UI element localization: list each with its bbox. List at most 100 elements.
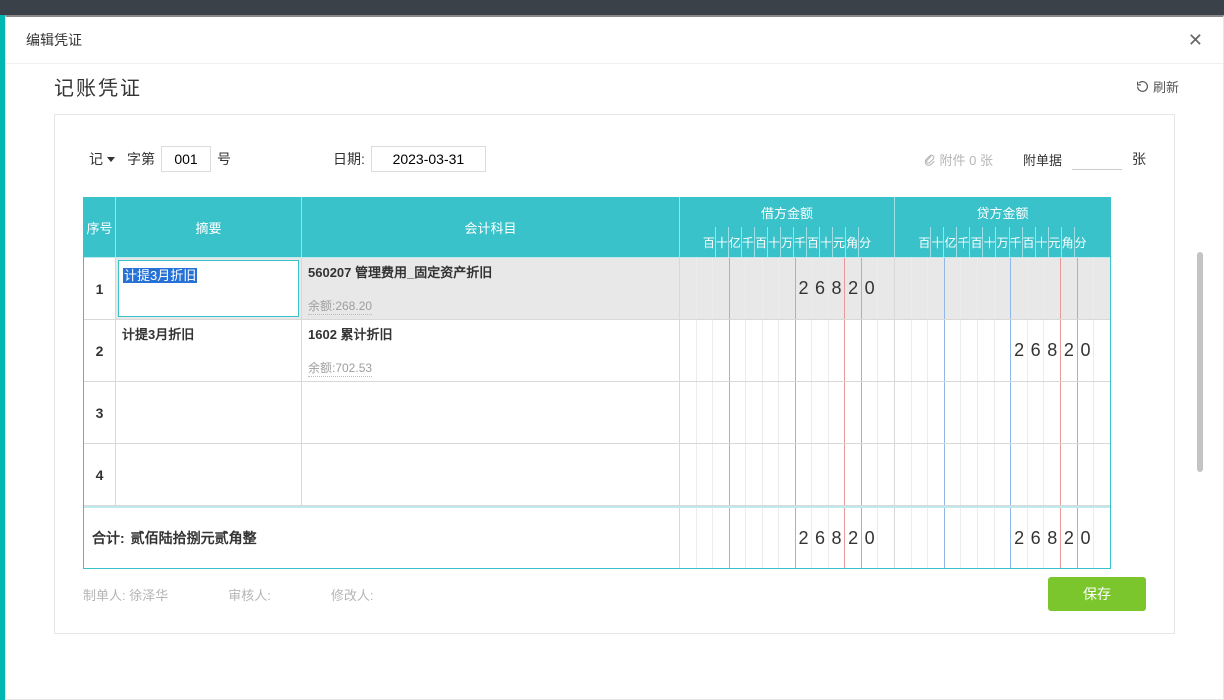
digit-cell: [1077, 382, 1094, 443]
chevron-down-icon: [107, 157, 115, 162]
digit-cell: [696, 320, 713, 381]
digit-cell: [745, 444, 762, 505]
close-icon[interactable]: ✕: [1188, 31, 1203, 49]
digit-cell: [1027, 382, 1044, 443]
digit-header: 十: [982, 227, 995, 257]
cell-credit[interactable]: [895, 444, 1110, 506]
digit-cell: 2: [795, 508, 812, 568]
cell-debit[interactable]: 26820: [680, 258, 895, 320]
cell-summary[interactable]: 计提3月折旧: [116, 258, 302, 320]
digit-cell: [680, 258, 696, 319]
refresh-button[interactable]: 刷新: [1136, 77, 1179, 96]
auditor: 审核人:: [228, 585, 271, 604]
digit-cell: 2: [1010, 508, 1027, 568]
digit-cell: [911, 382, 928, 443]
digit-cell: [960, 508, 977, 568]
cell-credit[interactable]: 26820: [895, 320, 1110, 382]
digit-cell: [944, 382, 961, 443]
modifier: 修改人:: [331, 585, 374, 604]
table-body: 1计提3月折旧560207 管理费用_固定资产折旧余额:268.20268202…: [84, 257, 1110, 506]
cell-subject[interactable]: 1602 累计折旧余额:702.53: [302, 320, 680, 382]
digit-cell: [911, 258, 928, 319]
summary-editor[interactable]: 计提3月折旧: [118, 260, 299, 317]
digit-cell: [811, 382, 828, 443]
scrollbar-thumb[interactable]: [1197, 252, 1203, 472]
digit-cell: [729, 320, 746, 381]
digit-header: 角: [845, 227, 858, 257]
digit-header: 百: [806, 227, 819, 257]
digit-cell: [877, 444, 894, 505]
page-title: 记账凭证: [54, 72, 142, 101]
digit-cell: 0: [861, 258, 878, 319]
cell-summary[interactable]: [116, 444, 302, 506]
bill-label: 附单据: [1023, 150, 1062, 169]
digit-cell: [861, 382, 878, 443]
digit-cell: [1010, 382, 1027, 443]
digit-header: 百: [918, 227, 930, 257]
digit-cell: 0: [1077, 508, 1094, 568]
digit-header: 亿: [728, 227, 741, 257]
digit-cell: 2: [844, 258, 861, 319]
digit-cell: [778, 444, 795, 505]
digit-cell: [911, 444, 928, 505]
scroll-area: 记 字第 号 日期: 附件 0 张 附单据 张: [6, 108, 1223, 699]
save-button[interactable]: 保存: [1048, 577, 1146, 611]
cell-subject[interactable]: [302, 444, 680, 506]
table-row[interactable]: 1计提3月折旧560207 管理费用_固定资产折旧余额:268.2026820: [84, 258, 1110, 320]
digit-cell: [795, 382, 812, 443]
digit-cell: [1077, 444, 1094, 505]
digit-cell: [712, 258, 729, 319]
attachment-link[interactable]: 附件 0 张: [923, 150, 993, 169]
digit-cell: [1093, 444, 1110, 505]
cell-debit[interactable]: [680, 320, 895, 382]
digit-cell: [1077, 258, 1094, 319]
col-subject: 会计科目: [302, 197, 680, 257]
digit-header: 分: [1074, 227, 1087, 257]
voucher-type-dropdown[interactable]: 记: [83, 145, 121, 173]
digit-cell: [927, 258, 944, 319]
cell-credit[interactable]: [895, 382, 1110, 444]
table-row[interactable]: 2计提3月折旧1602 累计折旧余额:702.5326820: [84, 320, 1110, 382]
col-debit: 借方金额 百十亿千百十万千百十元角分: [680, 197, 895, 257]
digit-cell: [994, 258, 1011, 319]
digit-cell: [1027, 258, 1044, 319]
cell-summary[interactable]: [116, 382, 302, 444]
digit-cell: [828, 320, 845, 381]
digit-cell: [680, 508, 696, 568]
date-input[interactable]: [371, 146, 486, 172]
cell-subject[interactable]: [302, 382, 680, 444]
digit-cell: [680, 320, 696, 381]
digit-header: 千: [793, 227, 806, 257]
digit-cell: 0: [861, 508, 878, 568]
voucher-meta: 记 字第 号 日期: 附件 0 张 附单据 张: [83, 143, 1146, 175]
digit-cell: 8: [1043, 508, 1060, 568]
digit-cell: [944, 508, 961, 568]
cell-debit[interactable]: [680, 382, 895, 444]
page-header: 记账凭证 刷新: [6, 64, 1223, 108]
voucher-number-input[interactable]: [161, 146, 211, 172]
cell-summary[interactable]: 计提3月折旧: [116, 320, 302, 382]
zidi-label: 字第: [127, 149, 155, 169]
digit-cell: [696, 508, 713, 568]
cell-debit[interactable]: [680, 444, 895, 506]
digit-cell: 0: [1077, 320, 1094, 381]
digit-cell: [1043, 444, 1060, 505]
table-row[interactable]: 4: [84, 444, 1110, 506]
total-label: 合计: 贰佰陆拾捌元贰角整: [84, 508, 680, 568]
digit-cell: [745, 382, 762, 443]
digit-cell: [745, 508, 762, 568]
digit-cell: [895, 320, 911, 381]
paperclip-icon: [923, 153, 936, 166]
cell-credit[interactable]: [895, 258, 1110, 320]
footer-meta: 制单人: 徐泽华 审核人: 修改人: 保存: [83, 577, 1146, 611]
cell-subject[interactable]: 560207 管理费用_固定资产折旧余额:268.20: [302, 258, 680, 320]
refresh-label: 刷新: [1153, 77, 1179, 96]
digit-header: 百: [1022, 227, 1035, 257]
digit-cell: [729, 444, 746, 505]
digit-header: 千: [956, 227, 969, 257]
bill-count-input[interactable]: [1072, 148, 1122, 170]
table-row[interactable]: 3: [84, 382, 1110, 444]
digit-cell: [861, 444, 878, 505]
digit-cell: [712, 320, 729, 381]
digit-cell: [844, 382, 861, 443]
